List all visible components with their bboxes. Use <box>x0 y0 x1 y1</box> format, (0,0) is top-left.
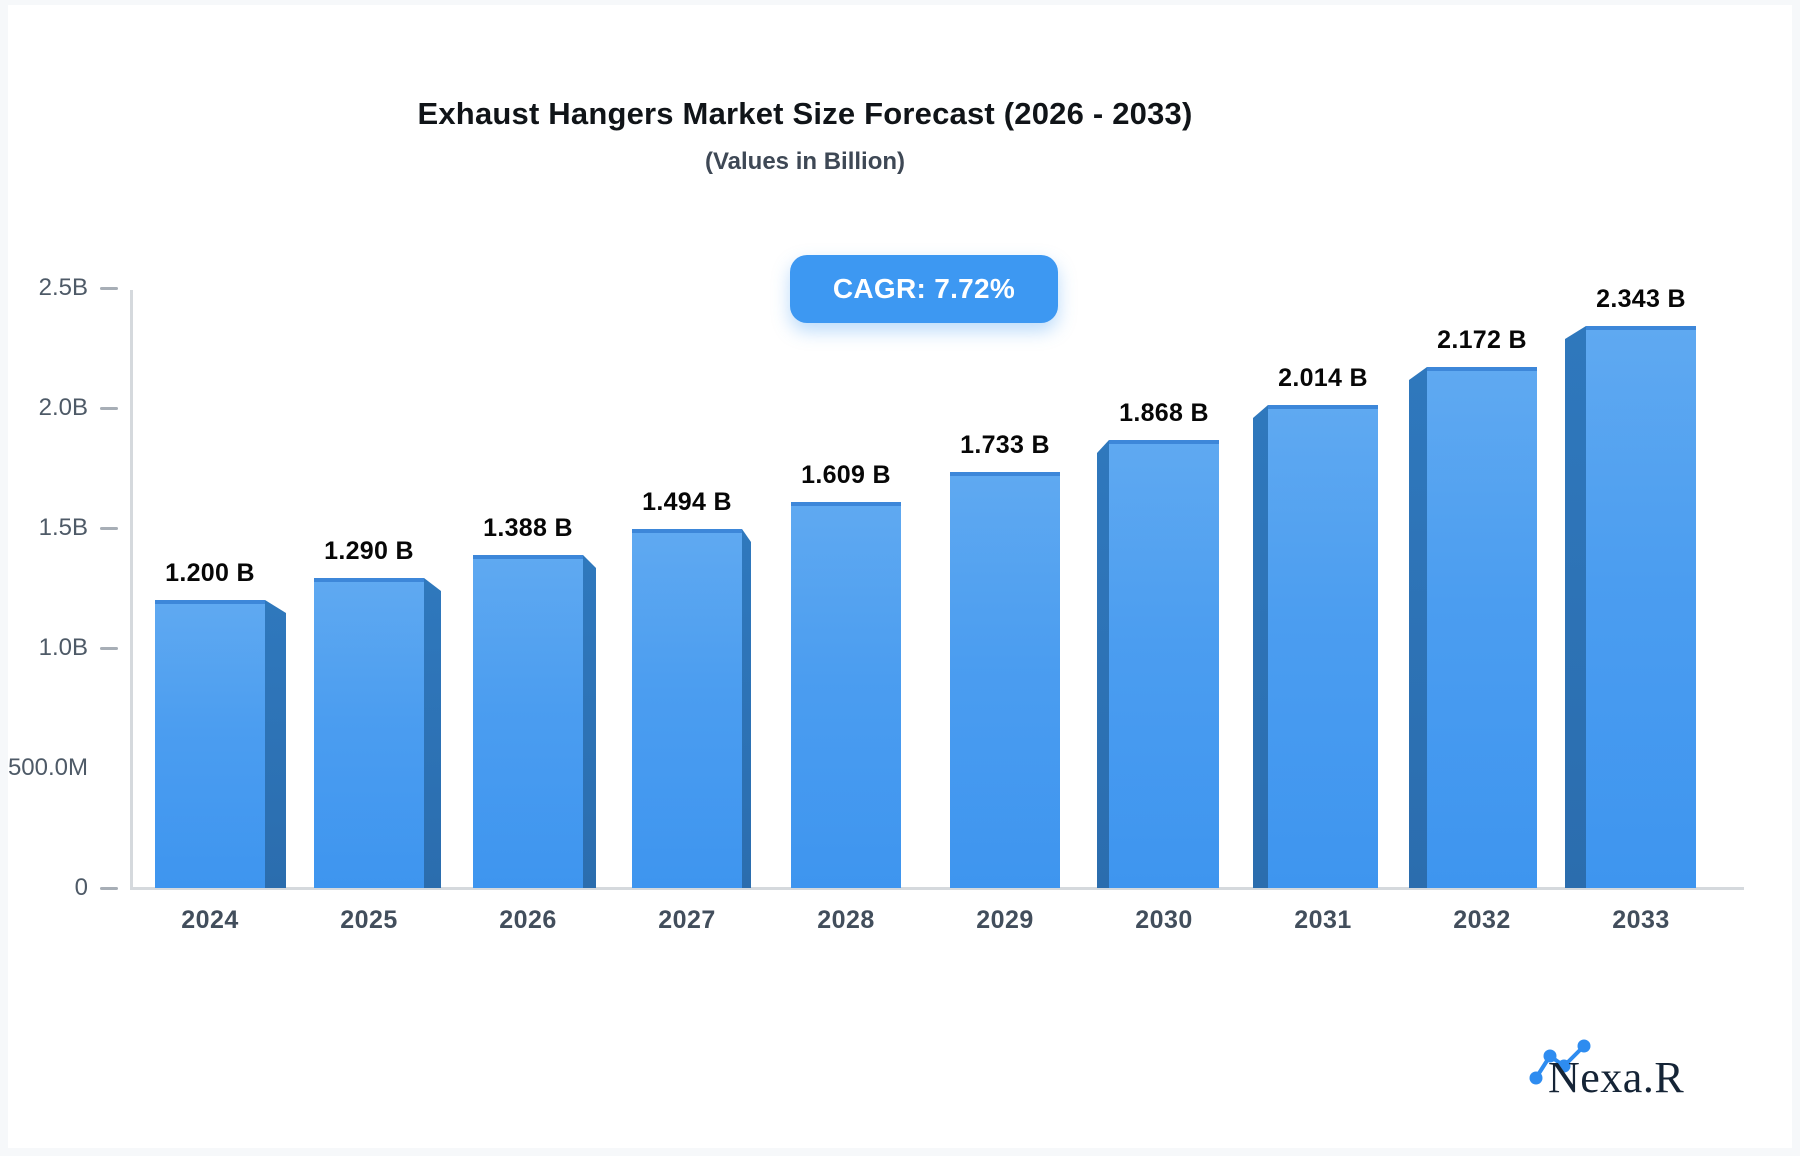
y-tick-label: 2.0B <box>38 394 88 421</box>
y-tick-label: 0 <box>74 874 88 901</box>
logo-line-chart-icon <box>1529 1039 1591 1085</box>
y-tick-label: 1.0B <box>38 634 88 661</box>
y-tick-mark <box>100 647 118 650</box>
x-axis-label-2032: 2032 <box>1453 906 1511 934</box>
y-tick-label: 2.5B <box>38 274 88 301</box>
bar-2033 <box>1586 326 1696 888</box>
bar-value-label-2025: 1.290 B <box>324 537 414 565</box>
bar-value-label-2033: 2.343 B <box>1596 285 1686 313</box>
brand-name: Nexa.R <box>1548 1053 1685 1102</box>
bar-side-2032 <box>1409 367 1427 888</box>
bar-2031 <box>1268 405 1378 888</box>
bar-side-2027 <box>742 529 751 888</box>
bar-side-2024 <box>265 600 286 888</box>
bar-2029 <box>950 472 1060 888</box>
bar-2025 <box>314 578 424 888</box>
bar-side-2030 <box>1097 440 1109 888</box>
bar-value-label-2027: 1.494 B <box>642 488 732 516</box>
bar-2030 <box>1109 440 1219 888</box>
y-tick-mark <box>100 887 118 890</box>
x-axis-label-2029: 2029 <box>976 906 1034 934</box>
bar-2028 <box>791 502 901 888</box>
bar-side-2033 <box>1565 326 1586 888</box>
x-axis-label-2030: 2030 <box>1135 906 1193 934</box>
bar-value-label-2024: 1.200 B <box>165 559 255 587</box>
chart-title: Exhaust Hangers Market Size Forecast (20… <box>417 96 1193 131</box>
x-axis-label-2025: 2025 <box>340 906 398 934</box>
bar-value-label-2031: 2.014 B <box>1278 364 1368 392</box>
chart-subtitle: (Values in Billion) <box>704 148 906 175</box>
bar-value-label-2030: 1.868 B <box>1119 399 1209 427</box>
bar-2024 <box>155 600 265 888</box>
brand-logo: Nexa.R <box>1510 1028 1780 1118</box>
cagr-badge-label: CAGR: 7.72% <box>832 273 1016 304</box>
x-axis-label-2026: 2026 <box>499 906 557 934</box>
bar-value-label-2032: 2.172 B <box>1437 326 1527 354</box>
x-axis-baseline <box>130 887 1744 890</box>
bar-side-2025 <box>424 578 441 888</box>
bar-side-2026 <box>583 555 596 888</box>
y-axis-line <box>130 290 133 888</box>
y-tick-mark <box>100 407 118 410</box>
bar-2027 <box>632 529 742 888</box>
x-axis-label-2033: 2033 <box>1612 906 1670 934</box>
bar-value-label-2026: 1.388 B <box>483 514 573 542</box>
bar-2032 <box>1427 367 1537 888</box>
x-axis-label-2024: 2024 <box>181 906 239 934</box>
bar-2026 <box>473 555 583 888</box>
y-tick-mark <box>100 287 118 290</box>
y-tick-label: 1.5B <box>38 514 88 541</box>
y-tick-mark <box>100 527 118 530</box>
y-tick-label: 500.0M <box>7 754 88 781</box>
x-axis-label-2027: 2027 <box>658 906 716 934</box>
bar-value-label-2028: 1.609 B <box>801 461 891 489</box>
cagr-badge: CAGR: 7.72% <box>790 255 1058 323</box>
x-axis-label-2031: 2031 <box>1294 906 1352 934</box>
x-axis-label-2028: 2028 <box>817 906 875 934</box>
bar-side-2031 <box>1253 405 1268 888</box>
bar-value-label-2029: 1.733 B <box>960 431 1050 459</box>
